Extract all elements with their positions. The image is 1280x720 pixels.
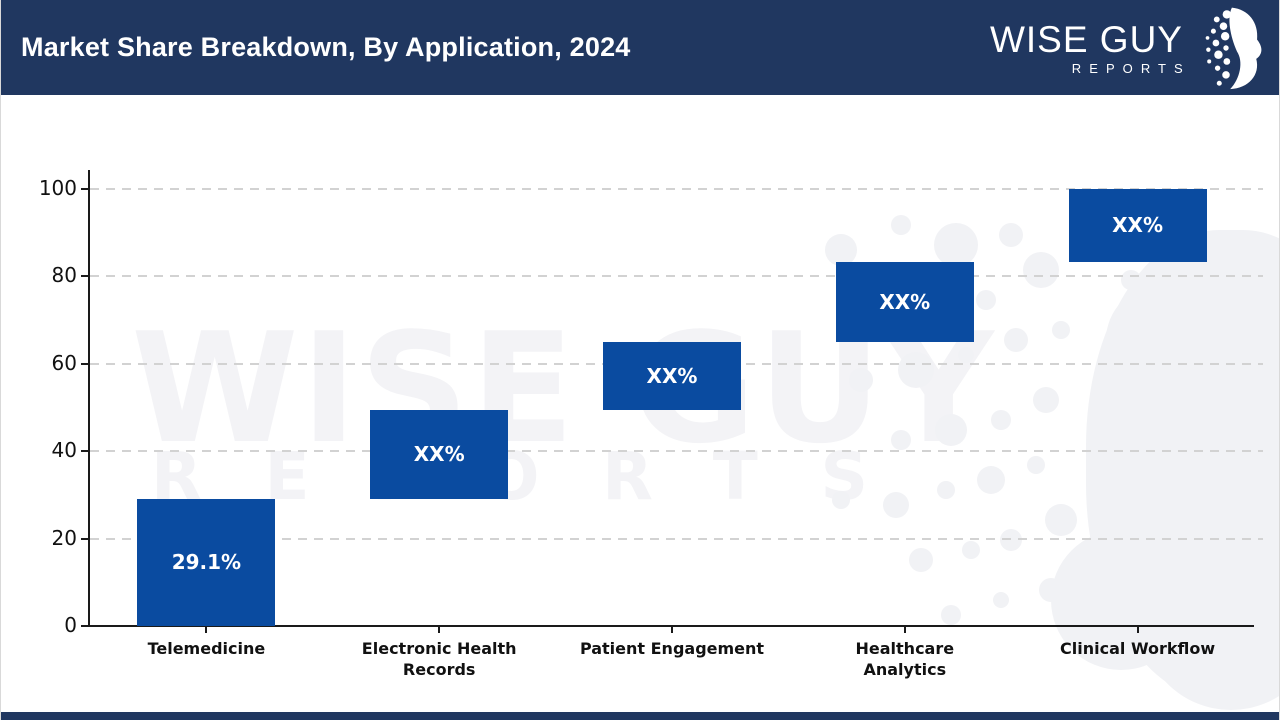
watermark-dot xyxy=(849,368,873,392)
y-tick-label: 100 xyxy=(38,175,77,200)
gridline xyxy=(90,450,1263,452)
y-tick-mark xyxy=(81,537,90,540)
brand-subtitle: REPORTS xyxy=(1071,60,1191,76)
bar-value-label: 29.1% xyxy=(171,550,242,575)
x-axis-line xyxy=(88,625,1254,627)
watermark-dot xyxy=(1033,387,1059,413)
bar-segment: XX% xyxy=(1068,188,1207,262)
watermark-dot xyxy=(825,234,857,266)
x-axis-label: Electronic Health Records xyxy=(361,639,517,679)
brand-head-icon xyxy=(1205,7,1262,89)
brand-name: WISE GUY xyxy=(989,18,1183,60)
watermark-dot xyxy=(1000,529,1022,551)
watermark-dot xyxy=(937,481,955,499)
watermark-dot xyxy=(1004,328,1028,352)
watermark-dot xyxy=(941,605,961,625)
watermark-dot xyxy=(898,352,934,388)
header: Market Share Breakdown, By Application, … xyxy=(1,0,1279,95)
bar-segment: XX% xyxy=(370,409,509,499)
bar-segment: 29.1% xyxy=(137,498,276,626)
watermark-dot xyxy=(962,541,980,559)
watermark-dot xyxy=(999,223,1023,247)
y-tick-mark xyxy=(81,187,90,190)
watermark-dot xyxy=(993,592,1009,608)
watermark-dot xyxy=(1027,456,1045,474)
watermark-dot xyxy=(883,492,909,518)
watermark-face-silhouette xyxy=(1086,230,1279,700)
x-tick-mark xyxy=(903,627,906,633)
x-tick-mark xyxy=(671,627,673,633)
watermark-dot xyxy=(935,414,967,446)
y-tick-mark xyxy=(81,275,90,277)
x-tick-mark xyxy=(1136,627,1139,633)
y-tick-mark xyxy=(81,362,90,365)
y-tick-label: 60 xyxy=(51,350,77,375)
brand-logo: WISE GUY REPORTS xyxy=(990,6,1267,90)
gridline xyxy=(90,537,1263,540)
y-tick-mark xyxy=(81,625,90,627)
watermark-dot xyxy=(891,215,911,235)
bar-value-label: XX% xyxy=(413,442,465,467)
bar-segment: XX% xyxy=(835,262,974,342)
watermark-dot xyxy=(909,548,933,572)
watermark-dot xyxy=(991,410,1011,430)
bar-value-label: XX% xyxy=(1112,213,1164,238)
y-tick-label: 20 xyxy=(51,525,77,550)
chart-title: Market Share Breakdown, By Application, … xyxy=(21,32,631,62)
watermark-dot xyxy=(958,347,974,363)
watermark-dot xyxy=(832,491,850,509)
x-axis-label: Healthcare Analytics xyxy=(855,639,955,679)
y-tick-label: 80 xyxy=(51,263,77,287)
watermark-dot xyxy=(1052,321,1070,339)
gridline xyxy=(90,187,1263,190)
y-axis-line xyxy=(88,170,90,627)
footer-bar xyxy=(1,712,1279,720)
y-tick-label: 40 xyxy=(51,438,77,462)
y-tick-label: 0 xyxy=(64,613,77,637)
x-tick-mark xyxy=(205,627,208,633)
watermark-dot xyxy=(976,290,996,310)
watermark-dot xyxy=(1023,252,1059,288)
gridline xyxy=(90,275,1263,277)
x-axis-label: Telemedicine xyxy=(147,639,266,658)
y-tick-mark xyxy=(81,450,90,452)
x-axis-label: Patient Engagement xyxy=(579,639,765,658)
bar-value-label: XX% xyxy=(879,289,931,314)
bar-segment: XX% xyxy=(603,342,741,410)
watermark-dot xyxy=(934,223,978,267)
watermark-dot xyxy=(891,430,911,450)
watermark-dot xyxy=(1045,504,1077,536)
x-axis-label: Clinical Workflow xyxy=(1060,639,1216,658)
bar-value-label: XX% xyxy=(646,363,698,388)
x-tick-mark xyxy=(438,627,441,633)
watermark-dot xyxy=(977,466,1005,494)
